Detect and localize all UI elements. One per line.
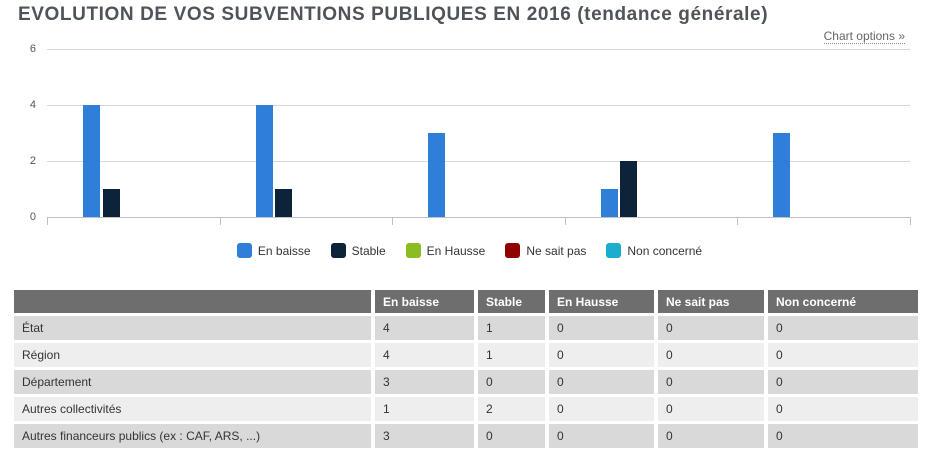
value-cell: 0 [654,370,764,397]
table-row: Autres collectivités 1 2 0 0 0 [14,397,918,424]
row-label-cell: État [14,316,371,343]
table-header-row: En baisse Stable En Hausse Ne sait pas Non c… [14,290,918,316]
value-cell: 0 [764,343,918,370]
value-cell: 0 [545,397,654,424]
table-header-cell: Stable [474,290,545,316]
value-cell: 0 [764,370,918,397]
value-cell: 0 [545,370,654,397]
value-cell: 3 [371,424,474,451]
legend-swatch-icon [505,243,521,258]
legend-item-stable[interactable]: Stable [330,243,386,258]
value-cell: 0 [474,370,545,397]
bar-en-baisse-cat4 [773,133,791,217]
value-cell: 0 [654,316,764,343]
legend-swatch-icon [330,243,346,258]
value-cell: 3 [371,370,474,397]
bar-en-baisse-cat1 [255,105,273,217]
legend-item-non-concerné[interactable]: Non concerné [606,243,702,258]
value-cell: 0 [474,424,545,451]
legend-label: Stable [351,243,386,258]
value-cell: 0 [764,316,918,343]
value-cell: 4 [371,343,474,370]
x-axis-tick [47,217,48,225]
y-axis-tick-label: 0 [29,211,36,223]
gridline-y6 [47,49,910,50]
legend-label: Ne sait pas [526,243,587,258]
value-cell: 0 [764,424,918,451]
value-cell: 0 [545,343,654,370]
bar-chart-plot-area: 0 2 4 6 [29,43,911,225]
value-cell: 1 [371,397,474,424]
bar-en-baisse-cat2 [428,133,446,217]
x-axis-line [47,217,910,218]
gridline-y2 [47,161,910,162]
y-axis-tick-label: 4 [29,99,36,111]
value-cell: 0 [545,316,654,343]
y-axis-tick-label: 6 [29,43,36,55]
table-header-cell: Ne sait pas [654,290,764,316]
legend-swatch-icon [236,243,252,258]
chart-legend: En baisse Stable En Hausse Ne sait pas Non c… [0,243,939,258]
bar-stable-cat1 [275,189,293,217]
value-cell: 0 [764,397,918,424]
table-header-cell: Non concerné [764,290,918,316]
value-cell: 0 [654,343,764,370]
table-header-cell: En Hausse [545,290,654,316]
table-row: Département 3 0 0 0 0 [14,370,918,397]
legend-item-ne-sait-pas[interactable]: Ne sait pas [505,243,586,258]
legend-item-en-hausse[interactable]: En Hausse [405,243,486,258]
x-axis-tick [219,217,221,225]
results-table: En baisse Stable En Hausse Ne sait pas Non c… [14,290,918,451]
value-cell: 0 [654,424,764,451]
legend-swatch-icon [606,243,622,258]
table-header-cell: En baisse [371,290,474,316]
chart-options-link[interactable]: Chart options » [823,29,905,44]
legend-label: En baisse [257,243,311,258]
value-cell: 2 [474,397,545,424]
row-label-cell: Région [14,343,371,370]
bar-stable-cat0 [102,189,120,217]
value-cell: 0 [545,424,654,451]
x-axis-tick [910,217,911,225]
value-cell: 1 [474,343,545,370]
legend-label: Non concerné [627,243,703,258]
table-header-empty-cell [14,290,371,316]
row-label-cell: Autres financeurs publics (ex : CAF, ARS… [14,424,371,451]
gridline-y4 [47,105,910,106]
value-cell: 0 [654,397,764,424]
y-axis-tick-label: 2 [29,155,36,167]
legend-label: En Hausse [426,243,486,258]
value-cell: 1 [474,316,545,343]
row-label-cell: Autres collectivités [14,397,371,424]
table-row: Région 4 1 0 0 0 [14,343,918,370]
page-title: EVOLUTION DE VOS SUBVENTIONS PUBLIQUES E… [18,4,769,25]
bar-en-baisse-cat3 [600,189,618,217]
legend-item-en-baisse[interactable]: En baisse [236,243,311,258]
table-row: État 4 1 0 0 0 [14,316,918,343]
bar-en-baisse-cat0 [83,105,100,217]
row-label-cell: Département [14,370,371,397]
legend-swatch-icon [405,243,421,258]
table-row: Autres financeurs publics (ex : CAF, ARS… [14,424,918,451]
value-cell: 4 [371,316,474,343]
x-axis-tick [564,217,566,225]
x-axis-tick [392,217,394,225]
x-axis-tick [737,217,739,225]
bar-stable-cat3 [620,161,638,217]
